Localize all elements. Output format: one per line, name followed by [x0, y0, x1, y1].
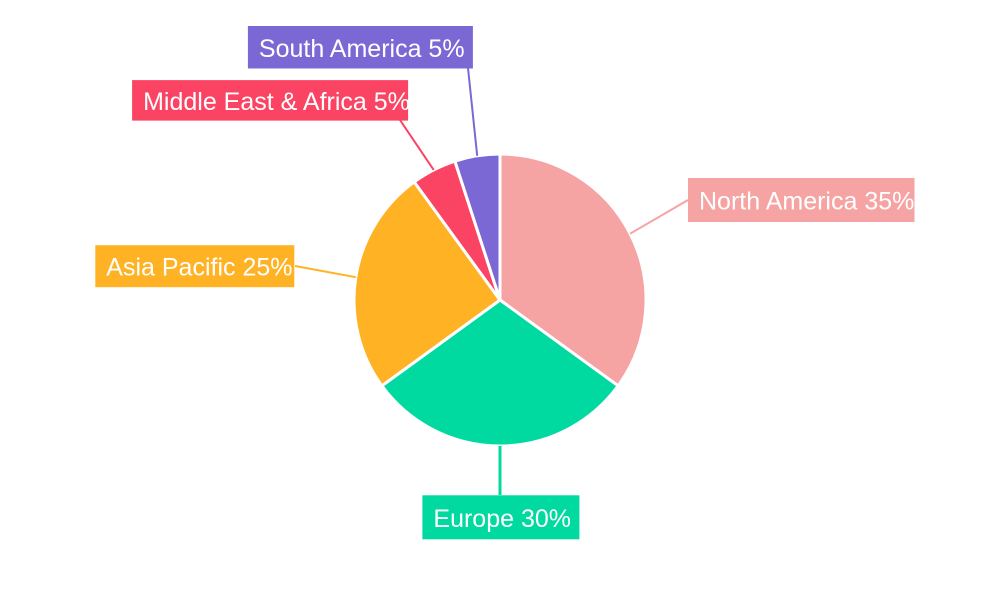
svg-text:South America 5%: South America 5%	[259, 35, 465, 63]
svg-text:North America 35%: North America 35%	[699, 188, 914, 216]
svg-text:Europe 30%: Europe 30%	[433, 505, 571, 533]
svg-text:Middle East & Africa 5%: Middle East & Africa 5%	[143, 88, 410, 116]
svg-text:Asia Pacific 25%: Asia Pacific 25%	[106, 254, 292, 282]
